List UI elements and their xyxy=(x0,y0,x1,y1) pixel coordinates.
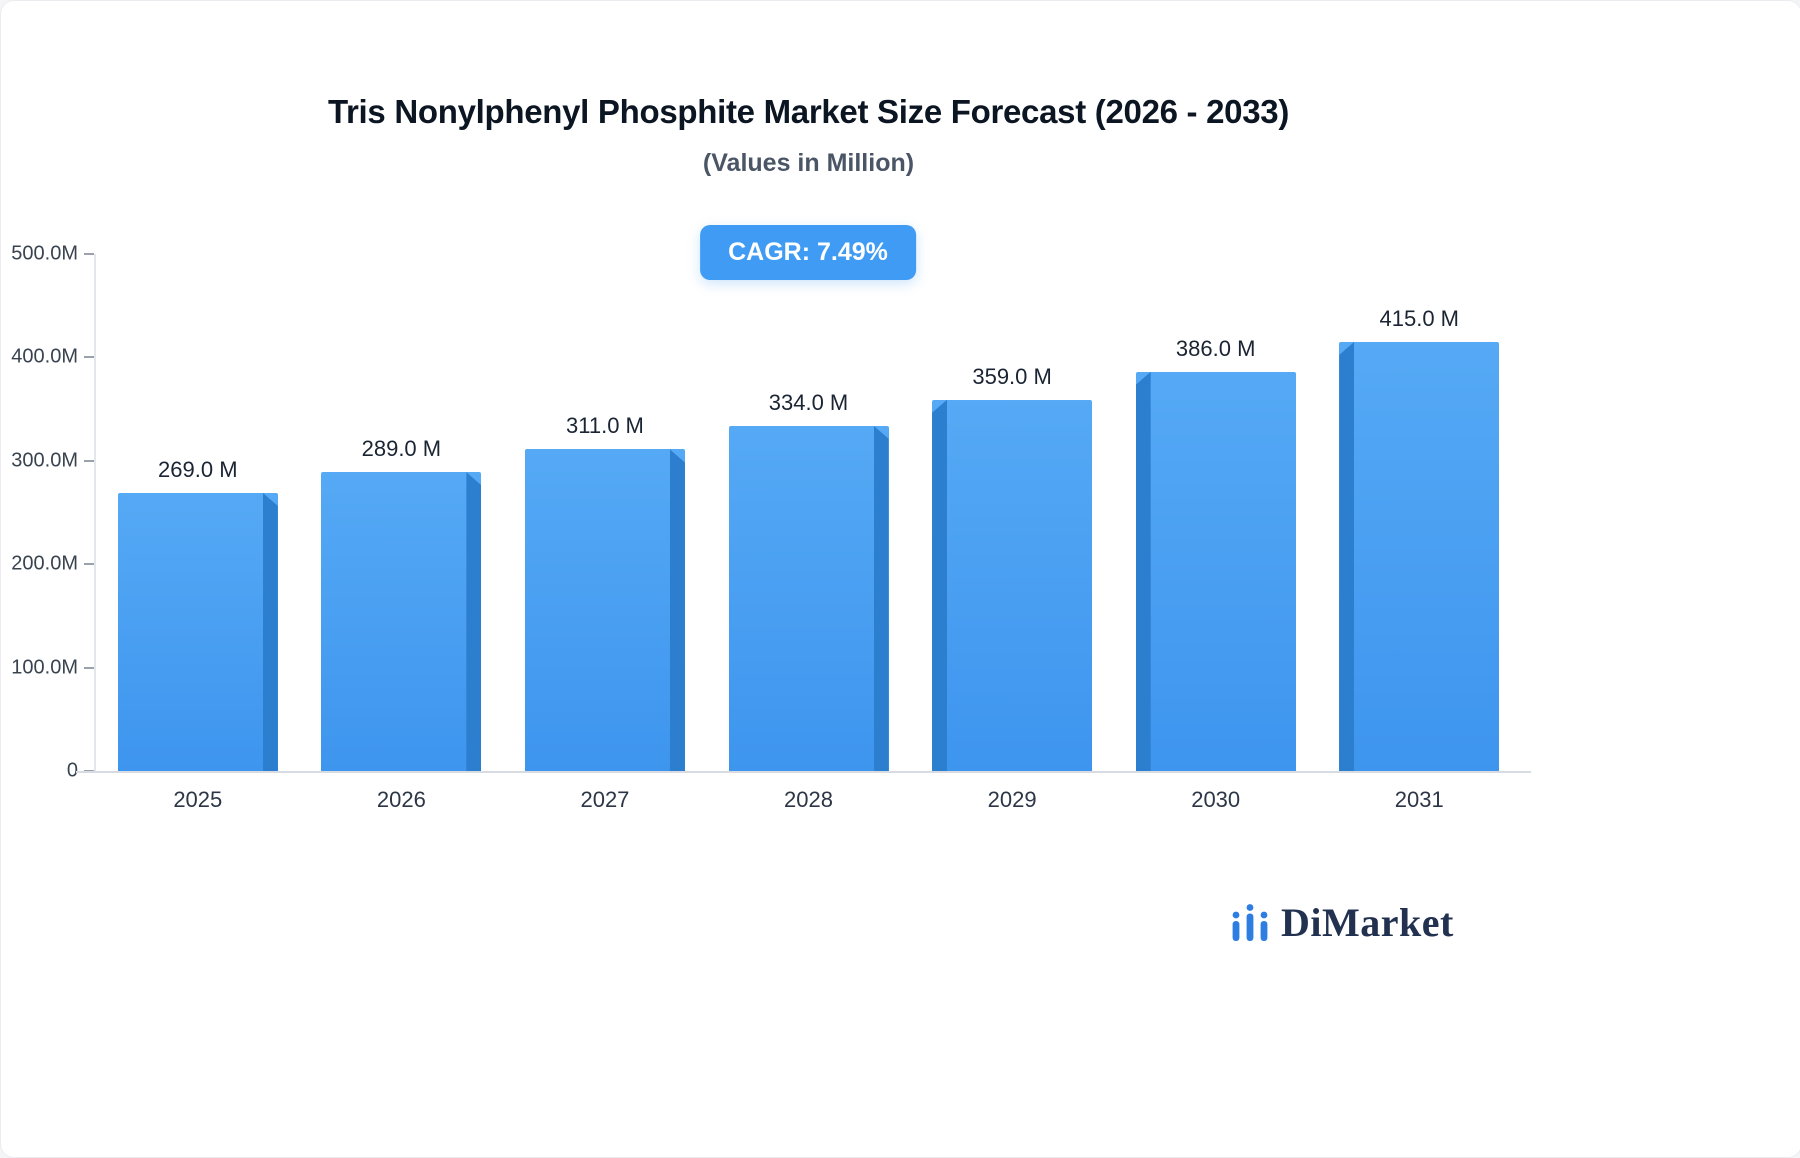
bar-2031[interactable] xyxy=(1339,341,1500,771)
bar-value-label: 269.0 M xyxy=(158,456,238,482)
x-axis-label: 2030 xyxy=(1191,787,1241,812)
bar-value-label: 334.0 M xyxy=(768,389,849,415)
bar-slot: 289.0 M 2026 xyxy=(300,254,504,812)
y-tick-mark xyxy=(84,459,94,462)
bar-slot: 386.0 M 2030 xyxy=(1114,254,1318,812)
chart-title: Tris Nonylphenyl Phosphite Market Size F… xyxy=(327,93,1290,130)
y-tick-mark xyxy=(84,563,94,566)
y-tick-label: 300.0M xyxy=(11,449,78,472)
bar-series: 269.0 M 2025 289.0 M 2026 311.0 M 2027 334.0 M… xyxy=(96,254,1521,812)
y-tick-mark xyxy=(84,356,94,359)
bar-2028[interactable] xyxy=(728,425,889,771)
y-tick-label: 400.0M xyxy=(11,345,78,368)
y-tick-label: 200.0M xyxy=(11,552,78,575)
bar-slot: 359.0 M 2029 xyxy=(910,254,1114,812)
y-tick-mark xyxy=(84,666,94,669)
bar-value-label: 359.0 M xyxy=(972,363,1052,389)
bar-side-face xyxy=(1339,341,1355,771)
y-tick-mark xyxy=(84,253,94,255)
bar-slot: 334.0 M 2028 xyxy=(707,254,911,812)
y-tick-label: 0 xyxy=(66,759,78,782)
bar-2030[interactable] xyxy=(1135,371,1296,771)
bar-value-label: 415.0 M xyxy=(1379,305,1460,331)
logo-text: DiMarket xyxy=(1281,900,1454,945)
bar-side-face xyxy=(932,399,948,771)
x-axis-label: 2027 xyxy=(580,787,630,812)
bar-slot: 415.0 M 2031 xyxy=(1317,254,1521,812)
bar-slot: 311.0 M 2027 xyxy=(503,254,707,812)
y-axis-line xyxy=(94,254,96,771)
dimarket-logo: DiMarket xyxy=(1229,899,1454,946)
bar-chart-icon xyxy=(1229,903,1271,943)
bar-value-label: 289.0 M xyxy=(361,436,442,462)
x-axis-line xyxy=(76,771,1531,773)
chart-subtitle: (Values in Million) xyxy=(702,149,915,177)
bar-slot: 269.0 M 2025 xyxy=(96,254,300,812)
cagr-badge: CAGR: 7.49% xyxy=(700,225,916,280)
x-axis-label: 2028 xyxy=(784,787,833,812)
x-axis-label: 2026 xyxy=(376,787,426,812)
y-tick-label: 100.0M xyxy=(11,656,78,679)
y-axis: 500.0M 400.0M 300.0M 200.0M 100.0M 0 xyxy=(1,243,96,782)
bar-side-face xyxy=(1135,371,1151,771)
bar-side-face xyxy=(262,492,278,771)
bar-side-face xyxy=(873,425,889,771)
bar-2027[interactable] xyxy=(524,449,685,771)
x-axis-label: 2029 xyxy=(987,787,1037,812)
bar-side-face xyxy=(466,472,482,771)
bar-2025[interactable] xyxy=(117,492,278,771)
bar-2029[interactable] xyxy=(932,399,1093,771)
x-axis-label: 2031 xyxy=(1394,787,1444,812)
y-tick-label: 500.0M xyxy=(11,242,78,265)
x-axis-label: 2025 xyxy=(173,787,223,812)
bar-value-label: 311.0 M xyxy=(566,413,644,439)
bar-2026[interactable] xyxy=(321,472,482,771)
bar-value-label: 386.0 M xyxy=(1175,335,1256,361)
bar-side-face xyxy=(669,449,685,771)
